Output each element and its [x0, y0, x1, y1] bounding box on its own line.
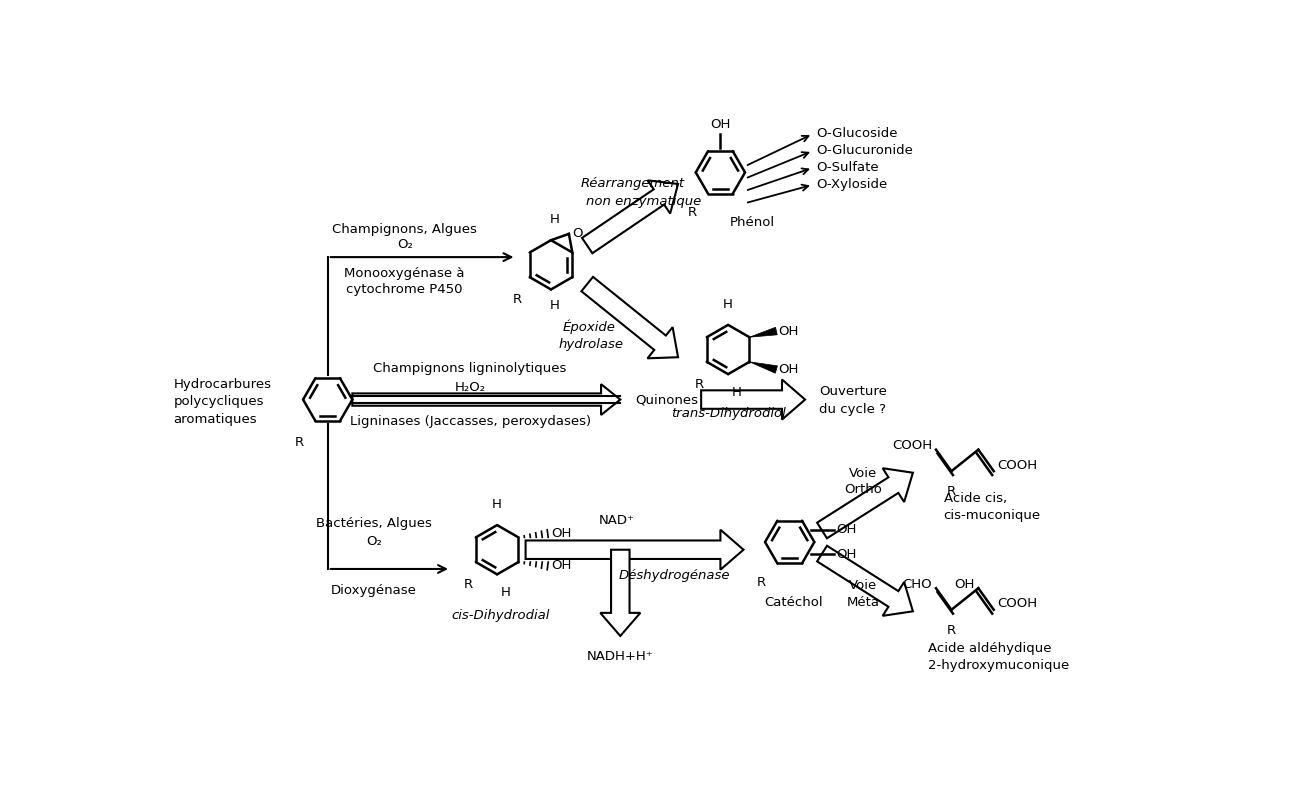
Text: cis-muconique: cis-muconique: [944, 509, 1040, 522]
Text: aromatiques: aromatiques: [173, 413, 258, 426]
Text: Phénol: Phénol: [729, 217, 775, 229]
Text: H: H: [549, 299, 560, 312]
Text: Champignons, Algues: Champignons, Algues: [332, 222, 477, 236]
Text: Réarrangement: Réarrangement: [581, 178, 685, 191]
Text: Acide cis,: Acide cis,: [944, 492, 1006, 505]
Text: CHO: CHO: [902, 578, 932, 591]
Text: Bactéries, Algues: Bactéries, Algues: [316, 517, 432, 531]
Text: OH: OH: [954, 578, 974, 591]
Text: Voie: Voie: [849, 467, 878, 481]
Text: R: R: [513, 293, 522, 306]
Text: COOH: COOH: [997, 597, 1038, 610]
Text: Hydrocarbures: Hydrocarbures: [173, 377, 272, 391]
Text: R: R: [756, 576, 766, 589]
Text: R: R: [695, 378, 704, 391]
Text: Déshydrogénase: Déshydrogénase: [618, 569, 730, 582]
Text: polycycliques: polycycliques: [173, 395, 264, 408]
Text: O₂: O₂: [397, 238, 413, 251]
Polygon shape: [702, 380, 805, 419]
Text: OH: OH: [779, 363, 799, 376]
Text: OH: OH: [551, 527, 572, 540]
Text: O-Glucuronide: O-Glucuronide: [816, 145, 914, 158]
Polygon shape: [750, 327, 777, 337]
Text: Époxide: Époxide: [562, 319, 616, 334]
Polygon shape: [818, 545, 913, 616]
Polygon shape: [818, 468, 913, 538]
Text: hydrolase: hydrolase: [559, 338, 624, 351]
Text: Monooxygénase à: Monooxygénase à: [345, 267, 465, 280]
Text: OH: OH: [836, 524, 857, 537]
Text: O-Sulfate: O-Sulfate: [816, 162, 879, 175]
Text: cytochrome P450: cytochrome P450: [346, 283, 464, 296]
Text: O-Glucoside: O-Glucoside: [816, 128, 898, 141]
Text: Acide aldéhydique: Acide aldéhydique: [928, 642, 1052, 655]
Text: Ouverture: Ouverture: [819, 385, 887, 398]
Polygon shape: [750, 362, 777, 373]
Text: H: H: [732, 385, 742, 398]
Text: Voie: Voie: [849, 579, 878, 592]
Text: NAD⁺: NAD⁺: [599, 514, 634, 527]
Text: OH: OH: [779, 325, 799, 338]
Text: OH: OH: [836, 548, 857, 561]
Text: Ligninases (Jaccasses, peroxydases): Ligninases (Jaccasses, peroxydases): [350, 415, 591, 428]
Text: R: R: [947, 624, 956, 637]
Text: cis-Dihydrodial: cis-Dihydrodial: [452, 609, 551, 622]
Polygon shape: [582, 277, 678, 358]
Polygon shape: [600, 549, 641, 636]
Text: R: R: [464, 579, 473, 591]
Text: 2-hydroxymuconique: 2-hydroxymuconique: [928, 659, 1069, 672]
Text: H: H: [549, 213, 560, 226]
Text: Catéchol: Catéchol: [764, 596, 823, 609]
Text: Ortho: Ortho: [844, 483, 881, 496]
Text: R: R: [687, 206, 697, 219]
Text: trans-Dihydrodiol: trans-Dihydrodiol: [671, 406, 785, 419]
Polygon shape: [526, 530, 743, 570]
Text: R: R: [294, 436, 303, 448]
Text: Quinones: Quinones: [635, 393, 699, 406]
Text: H: H: [492, 499, 503, 511]
Text: non enzymatique: non enzymatique: [586, 196, 700, 208]
Text: Dioxygénase: Dioxygénase: [331, 584, 417, 597]
Text: COOH: COOH: [892, 440, 932, 452]
Text: OH: OH: [710, 118, 730, 131]
Text: H₂O₂: H₂O₂: [454, 381, 486, 394]
Text: du cycle ?: du cycle ?: [819, 403, 885, 416]
Text: OH: OH: [551, 559, 572, 572]
Polygon shape: [353, 384, 620, 415]
Text: H: H: [501, 586, 510, 599]
Text: R: R: [947, 485, 956, 498]
Text: O₂: O₂: [366, 535, 381, 548]
Text: Méta: Méta: [846, 596, 879, 609]
Text: NADH+H⁺: NADH+H⁺: [587, 650, 654, 663]
Text: O: O: [573, 227, 583, 240]
Text: COOH: COOH: [997, 458, 1038, 472]
Text: Champignons ligninolytiques: Champignons ligninolytiques: [374, 362, 566, 375]
Text: H: H: [723, 298, 733, 311]
Text: O-Xyloside: O-Xyloside: [816, 179, 888, 191]
Polygon shape: [582, 180, 678, 253]
